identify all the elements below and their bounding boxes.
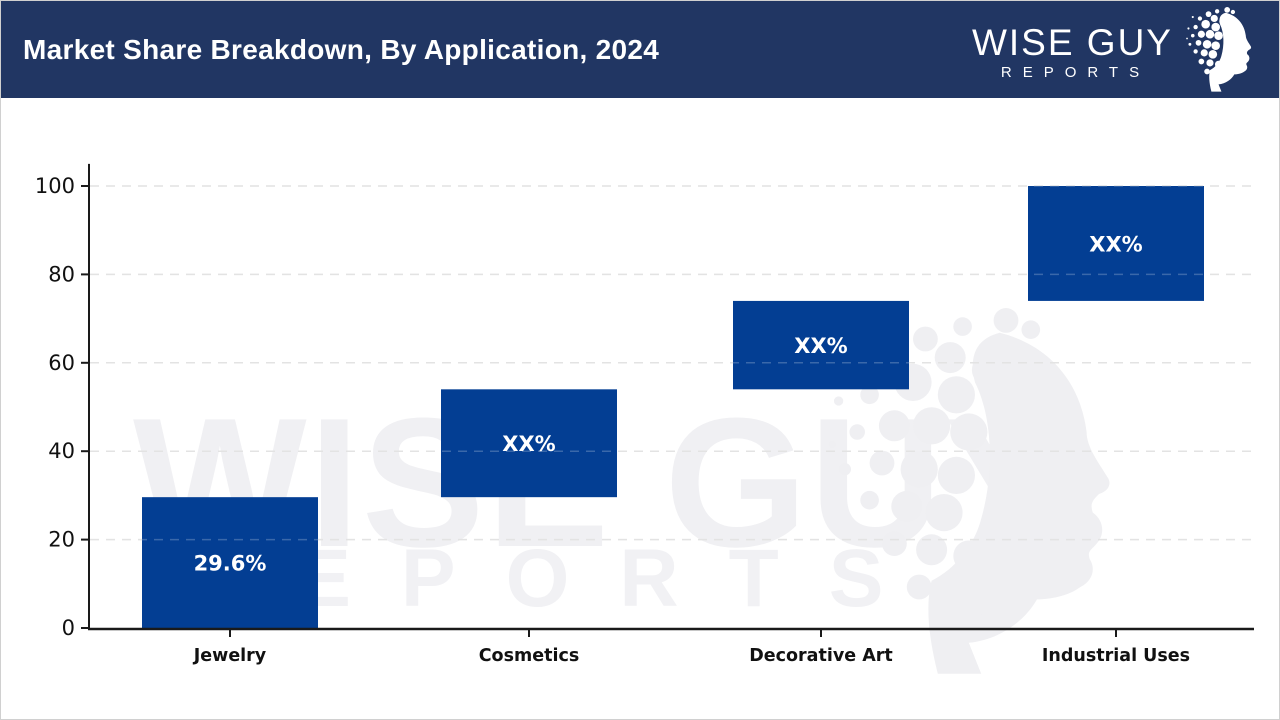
y-tick-label: 60 [48, 351, 75, 375]
header-band: Market Share Breakdown, By Application, … [1, 1, 1279, 98]
logo-subtitle: REPORTS [1000, 63, 1151, 81]
bar-value-label: XX% [794, 334, 847, 358]
y-tick-label: 0 [62, 616, 75, 640]
bar-jewelry [142, 497, 318, 628]
y-tick-label: 40 [48, 439, 75, 463]
bar-value-label: XX% [1089, 232, 1142, 256]
wiseguy-head-icon [1186, 6, 1252, 92]
bar-decorative-art [733, 300, 909, 390]
bar-industrial-uses [1028, 186, 1204, 301]
bar-chart: 29.6% XX% XX% XX% 0 20 40 60 80 100 Jewelry Cosmeti… [35, 163, 1254, 666]
x-category-label: Industrial Uses [1042, 646, 1190, 666]
y-tick-label: 20 [48, 528, 75, 552]
x-category-label: Cosmetics [479, 646, 580, 666]
x-category-label: Jewelry [193, 646, 267, 666]
bar-value-label: XX% [502, 432, 555, 456]
y-tick-label: 80 [48, 262, 75, 286]
x-category-label: Decorative Art [749, 646, 893, 666]
logo-wordmark: WISE GUY [971, 21, 1173, 63]
bar-value-label: 29.6% [194, 552, 267, 576]
plot-area: 29.6% XX% XX% XX% 0 20 40 60 80 100 Jewelry Cosmeti… [1, 98, 1279, 719]
chart-title: Market Share Breakdown, By Application, … [23, 33, 660, 65]
bar-cosmetics [441, 389, 617, 498]
y-tick-label: 100 [35, 174, 75, 198]
wiseguy-logo-text: WISE GUY REPORTS [972, 24, 1173, 80]
wiseguy-logo: WISE GUY REPORTS [972, 1, 1263, 98]
